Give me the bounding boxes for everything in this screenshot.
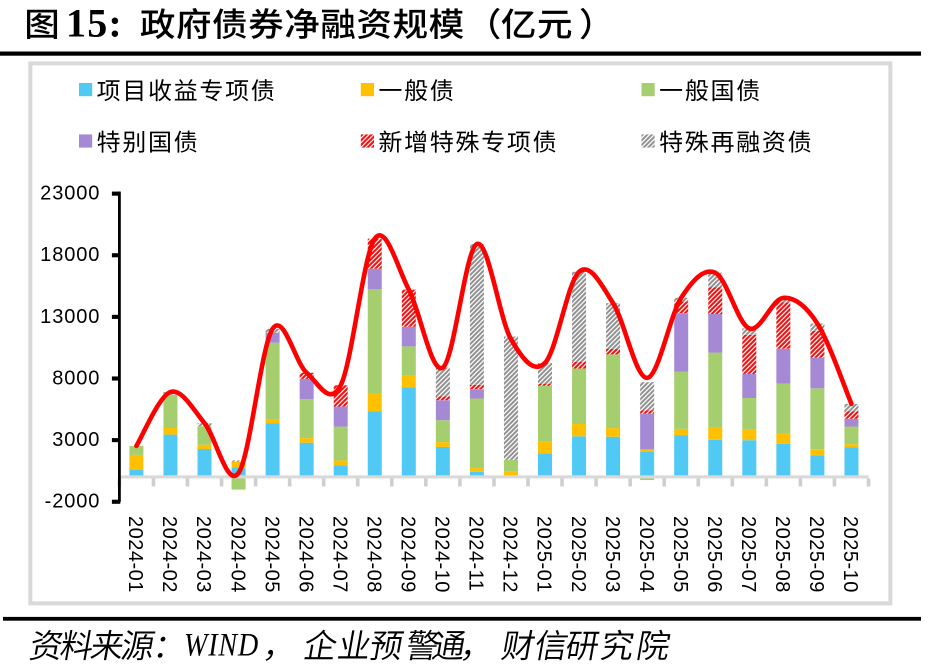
svg-text:2024-01: 2024-01 — [124, 516, 146, 593]
svg-text:WIND: WIND — [184, 627, 259, 664]
svg-text:3000: 3000 — [52, 429, 100, 451]
svg-text:18000: 18000 — [40, 244, 100, 266]
svg-text:2024-06: 2024-06 — [294, 516, 316, 593]
svg-text:2024-07: 2024-07 — [328, 516, 350, 593]
svg-text:2025-04: 2025-04 — [635, 516, 657, 593]
svg-text:2024-03: 2024-03 — [192, 516, 214, 593]
svg-text:8000: 8000 — [52, 367, 100, 389]
svg-text:2025-06: 2025-06 — [703, 516, 725, 593]
svg-text:2025-10: 2025-10 — [839, 516, 861, 593]
svg-text:2024-09: 2024-09 — [397, 516, 419, 593]
svg-text:2025-01: 2025-01 — [533, 516, 555, 593]
svg-text:15:: 15: — [66, 1, 123, 46]
svg-text:2024-05: 2024-05 — [260, 516, 282, 593]
svg-text:2025-05: 2025-05 — [669, 516, 691, 593]
svg-text:2024-12: 2024-12 — [499, 516, 521, 593]
svg-text:2025-08: 2025-08 — [771, 516, 793, 593]
svg-text:2024-02: 2024-02 — [158, 516, 180, 593]
svg-text:2025-09: 2025-09 — [805, 516, 827, 593]
svg-text:2025-07: 2025-07 — [737, 516, 759, 593]
svg-text:2024-11: 2024-11 — [465, 516, 487, 591]
svg-text:2024-10: 2024-10 — [431, 516, 453, 593]
svg-text:13000: 13000 — [40, 306, 100, 328]
svg-text:2024-08: 2024-08 — [362, 516, 384, 593]
svg-text:2025-02: 2025-02 — [567, 516, 589, 593]
svg-text:-2000: -2000 — [45, 491, 101, 513]
svg-text:2024-04: 2024-04 — [226, 516, 248, 593]
svg-text:23000: 23000 — [40, 183, 100, 205]
svg-text:2025-03: 2025-03 — [601, 516, 623, 593]
